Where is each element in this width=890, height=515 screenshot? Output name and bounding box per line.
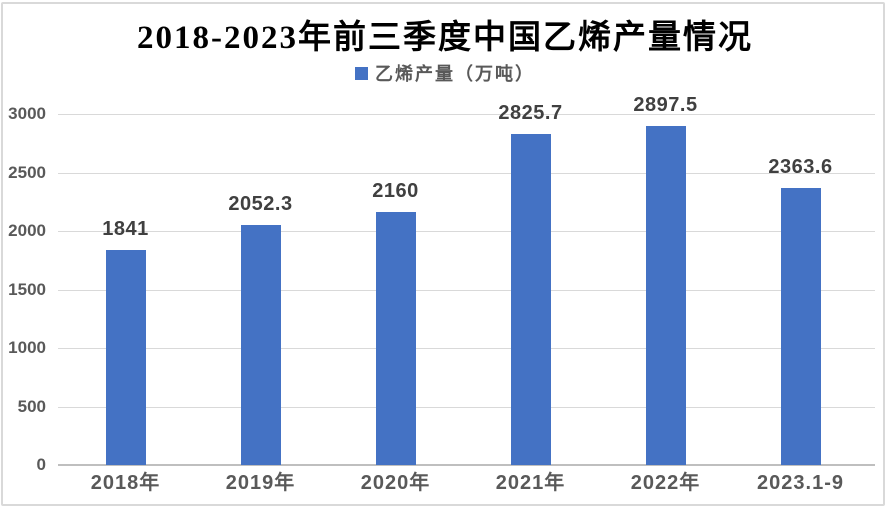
x-axis-category-label: 2023.1-9 xyxy=(757,472,844,494)
bar xyxy=(780,188,821,465)
gridline xyxy=(58,406,875,408)
legend-label: 乙烯产量（万吨） xyxy=(375,64,535,84)
gridline xyxy=(58,172,875,174)
chart-title: 2018-2023年前三季度中国乙烯产量情况 xyxy=(137,20,753,56)
bar-value-label: 2897.5 xyxy=(633,93,698,116)
bar xyxy=(510,134,551,465)
chart-frame xyxy=(1,2,885,506)
bar xyxy=(375,212,416,465)
bar-value-label: 2052.3 xyxy=(228,192,293,215)
bar-value-label: 1841 xyxy=(102,217,149,240)
y-axis-tick-label: 1000 xyxy=(8,338,46,357)
bar-value-label: 2363.6 xyxy=(768,156,833,179)
gridline xyxy=(58,348,875,349)
x-axis-category-label: 2021年 xyxy=(495,472,566,494)
legend: 乙烯产量（万吨） xyxy=(0,63,890,84)
gridline xyxy=(58,114,875,115)
bar xyxy=(240,224,281,465)
x-axis-category-label: 2019年 xyxy=(225,472,296,494)
gridline xyxy=(58,289,875,291)
y-axis-tick-label: 500 xyxy=(17,396,46,416)
bar xyxy=(105,249,146,465)
x-axis-category-label: 2018年 xyxy=(90,472,161,494)
legend-swatch xyxy=(355,66,368,80)
bar-value-label: 2825.7 xyxy=(498,102,563,125)
y-axis-tick-label: 2000 xyxy=(8,221,46,240)
gridline xyxy=(58,231,875,232)
x-axis-line xyxy=(58,464,875,466)
y-axis-tick-label: 3000 xyxy=(8,104,46,123)
y-axis-tick-label: 0 xyxy=(36,455,46,474)
bar-value-label: 2160 xyxy=(372,180,419,203)
x-axis-category-label: 2022年 xyxy=(630,472,701,494)
x-axis-category-label: 2020年 xyxy=(360,472,431,494)
y-axis-tick-label: 1500 xyxy=(8,279,46,299)
y-axis-tick-label: 2500 xyxy=(8,162,46,182)
bar xyxy=(645,125,686,465)
